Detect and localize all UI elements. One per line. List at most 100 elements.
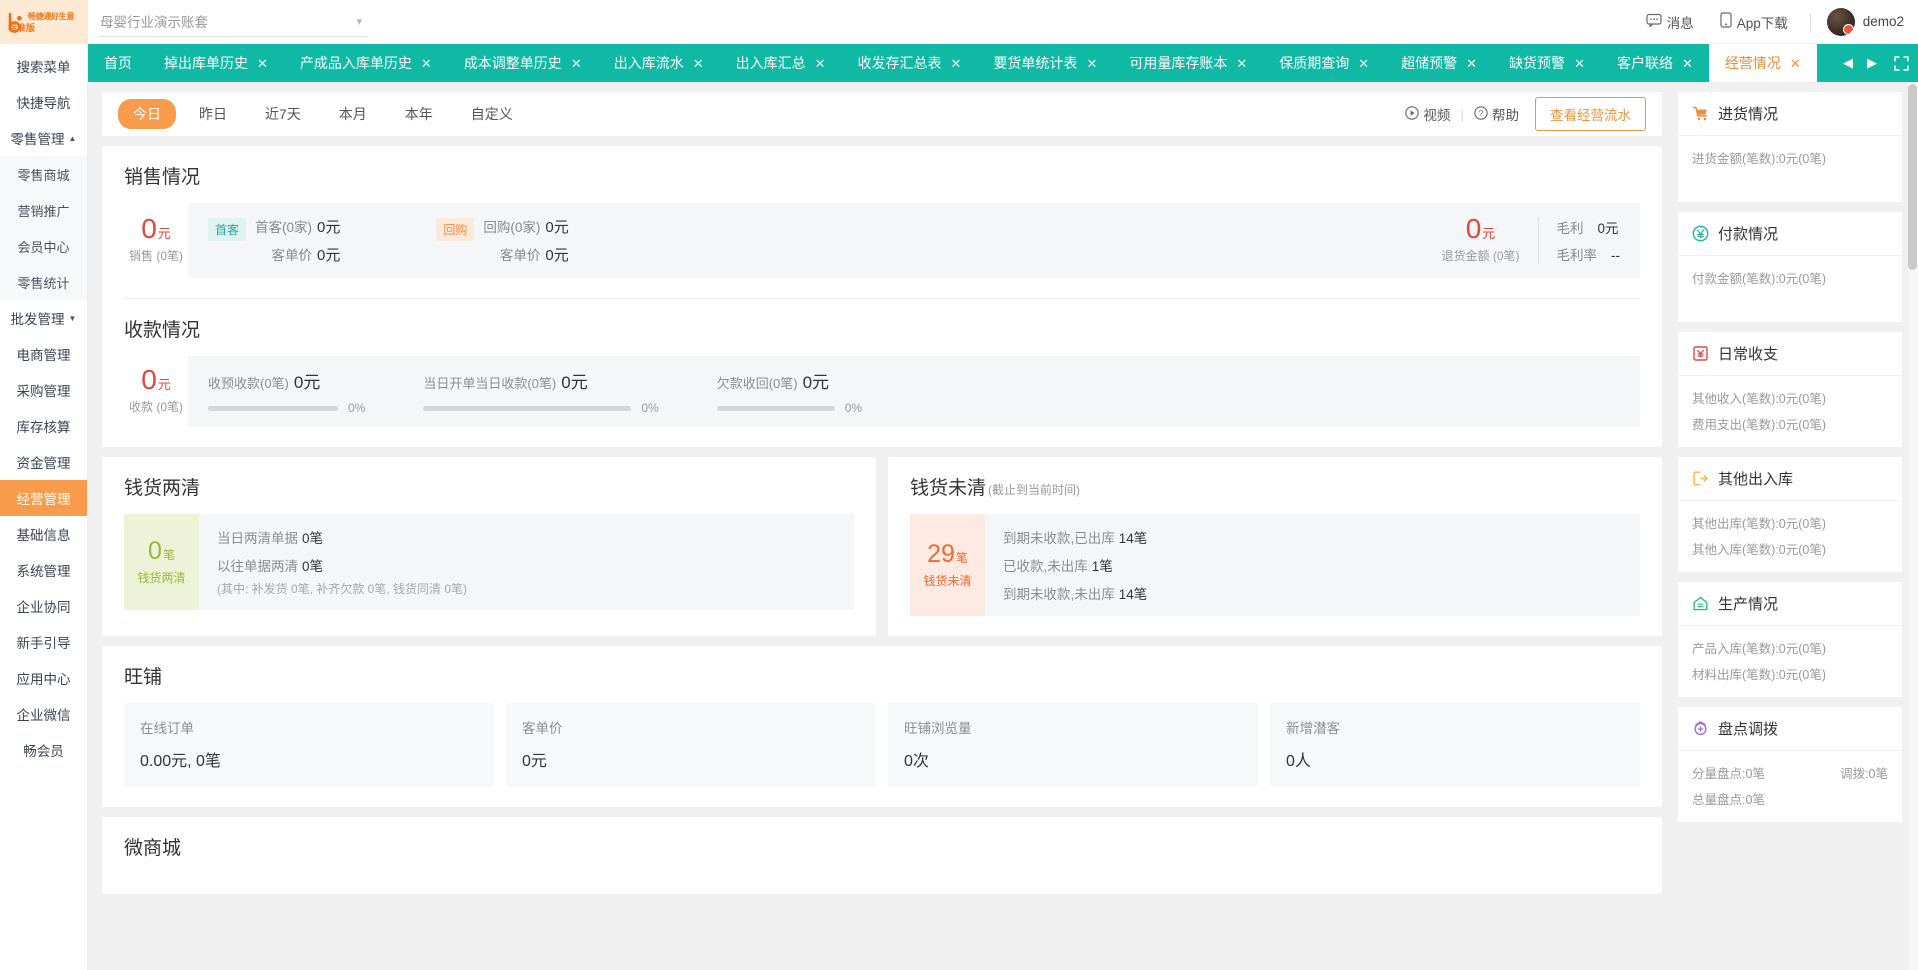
refund-label: 退货金额 (0笔): [1441, 249, 1520, 263]
filter-chip-this-year[interactable]: 本年: [404, 106, 433, 122]
close-icon[interactable]: ✕: [1236, 55, 1248, 71]
sidebar-item-marketing[interactable]: 营销推广: [0, 192, 87, 228]
tab-order-statistics[interactable]: 要货单统计表 ✕: [977, 44, 1113, 82]
settled-title: 钱货两清: [124, 478, 201, 499]
collection-total-value: 0元: [141, 364, 171, 395]
close-icon[interactable]: ✕: [1086, 55, 1098, 71]
user-menu[interactable]: demo2: [1826, 7, 1904, 36]
page-scrollbar-track[interactable]: [1907, 82, 1918, 970]
unsettled-title: 钱货未清 (截止到当前时间): [910, 478, 1081, 499]
payment-amount-line: 付款金额(笔数):0元(0笔): [1692, 272, 1827, 286]
app-download-label: App下载: [1736, 15, 1788, 31]
page-scrollbar-thumb[interactable]: [1908, 84, 1917, 270]
tab-label: 要货单统计表: [993, 55, 1078, 71]
tab-label: 经营情况: [1724, 55, 1781, 71]
sidebar-item-purchase[interactable]: 采购管理: [0, 372, 87, 408]
app-download-button[interactable]: App下载: [1720, 12, 1788, 32]
close-icon[interactable]: ✕: [1466, 55, 1478, 71]
sidebar-item-ecommerce[interactable]: 电商管理: [0, 336, 87, 372]
unsettled-count: 29笔 钱货未清: [910, 514, 985, 616]
sidebar-item-system-management[interactable]: 系统管理: [0, 552, 87, 588]
material-outbound-line: 材料出库(笔数):0元(0笔): [1692, 668, 1827, 682]
sidebar-item-label: 基础信息: [16, 528, 71, 543]
content-area: 今日 昨日 近7天 本月 本年 自定义 视频 |: [88, 82, 1918, 970]
video-link[interactable]: 视频: [1405, 104, 1450, 124]
close-icon[interactable]: ✕: [1789, 55, 1801, 71]
sidebar-item-member-center[interactable]: 会员中心: [0, 228, 87, 264]
close-icon[interactable]: ✕: [950, 55, 962, 71]
tab-business-situation[interactable]: 经营情况 ✕: [1708, 44, 1817, 82]
tab-customer-contact[interactable]: 客户联络 ✕: [1601, 44, 1709, 82]
tab-overstock-alert[interactable]: 超储预警 ✕: [1385, 44, 1493, 82]
close-icon[interactable]: ✕: [1574, 55, 1585, 71]
filter-chip-last7days[interactable]: 近7天: [265, 106, 301, 122]
sidebar-item-retail-mall[interactable]: 零售商城: [0, 156, 87, 192]
sidebar-item-beginner-guide[interactable]: 新手引导: [0, 624, 87, 660]
sidebar-item-fund-management[interactable]: 资金管理: [0, 444, 87, 480]
progress-bar: [423, 405, 632, 411]
messages-button[interactable]: 消息: [1646, 12, 1694, 32]
tab-outbound-history[interactable]: 掉出库单历史 ✕: [148, 44, 284, 82]
partial-count-row: 分量盘点:0笔 调拨:0笔: [1692, 763, 1888, 782]
sidebar-item-quick-nav[interactable]: 快捷导航: [0, 84, 87, 120]
sidebar-item-app-center[interactable]: 应用中心: [0, 660, 87, 696]
tab-available-inventory-ledger[interactable]: 可用量库存账本 ✕: [1113, 44, 1263, 82]
sales-total-value: 0元: [141, 213, 171, 244]
close-icon[interactable]: ✕: [257, 55, 268, 71]
tab-scroll-right-button[interactable]: ▶: [1860, 44, 1884, 82]
close-icon[interactable]: ✕: [692, 55, 704, 71]
sidebar-item-chang-member[interactable]: 畅会员: [0, 732, 87, 768]
progress-bar: [208, 405, 338, 411]
filter-chip-yesterday[interactable]: 昨日: [199, 106, 227, 122]
svg-text:?: ?: [1479, 108, 1484, 118]
sidebar-item-label: 企业协同: [16, 600, 71, 615]
sidebar-item-label: 库存核算: [16, 420, 71, 435]
help-label: 帮助: [1492, 108, 1519, 123]
help-link[interactable]: ? 帮助: [1474, 104, 1519, 124]
sales-collection-card: 销售情况 0元 销售 (0笔) 首客 首客(0家) 0元: [102, 146, 1662, 447]
first-customer-tag: 首客: [208, 218, 247, 241]
tab-receipt-dispatch-summary[interactable]: 收发存汇总表 ✕: [842, 44, 978, 82]
sidebar-item-label: 企业微信: [16, 708, 71, 723]
collection-item-arrears: 欠款收回(0笔) 0元 0%: [716, 373, 863, 415]
sidebar-item-search-menu[interactable]: 搜索菜单: [0, 48, 87, 84]
factory-icon: [1692, 595, 1709, 612]
close-icon[interactable]: ✕: [814, 55, 826, 71]
filter-chip-custom[interactable]: 自定义: [470, 106, 513, 122]
tab-shelf-life-query[interactable]: 保质期查询 ✕: [1263, 44, 1385, 82]
tab-shortage-alert[interactable]: 缺货预警 ✕: [1493, 44, 1601, 82]
close-icon[interactable]: ✕: [1358, 55, 1370, 71]
yuan-circle-icon: [1692, 225, 1709, 242]
settled-past: 以往单据两清 0笔: [217, 559, 324, 574]
fullscreen-button[interactable]: [1884, 44, 1918, 82]
sidebar-item-label: 电商管理: [16, 348, 71, 363]
tab-home[interactable]: 首页: [88, 44, 148, 82]
sidebar-item-enterprise-wechat[interactable]: 企业微信: [0, 696, 87, 732]
wangpu-card: 旺铺 在线订单 0.00元, 0笔 客单价 0元 旺铺浏览量 0次: [102, 646, 1662, 807]
sidebar-item-basic-info[interactable]: 基础信息: [0, 516, 87, 552]
close-icon[interactable]: ✕: [420, 55, 432, 71]
close-icon[interactable]: ✕: [570, 55, 582, 71]
account-set-select[interactable]: 母婴行业演示账套 ▾: [98, 7, 368, 37]
purchase-card-title: 进货情况: [1718, 106, 1779, 123]
tab-cost-adjustment-history[interactable]: 成本调整单历史 ✕: [448, 44, 598, 82]
sidebar-item-inventory-accounting[interactable]: 库存核算: [0, 408, 87, 444]
sidebar-item-retail-stats[interactable]: 零售统计: [0, 264, 87, 300]
sidebar-item-enterprise-collab[interactable]: 企业协同: [0, 588, 87, 624]
filter-bar: 今日 昨日 近7天 本月 本年 自定义 视频 |: [102, 92, 1662, 136]
view-business-flow-button[interactable]: 查看经营流水: [1535, 97, 1646, 131]
sidebar-item-retail-management[interactable]: 零售管理 ▲: [0, 120, 87, 156]
production-card-body: 产品入库(笔数):0元(0笔) 材料出库(笔数):0元(0笔): [1678, 626, 1902, 697]
sidebar-item-wholesale-management[interactable]: 批发管理 ▼: [0, 300, 87, 336]
sidebar-item-business-management[interactable]: 经营管理: [0, 480, 87, 516]
filter-chip-today[interactable]: 今日: [118, 99, 176, 129]
messages-label: 消息: [1666, 15, 1694, 31]
tab-scroll-left-button[interactable]: ◀: [1836, 44, 1860, 82]
repeat-customer-avg: 客单价 0元: [499, 247, 569, 264]
tab-inout-flow[interactable]: 出入库流水 ✕: [598, 44, 720, 82]
close-icon[interactable]: ✕: [1681, 55, 1693, 71]
filter-chip-this-month[interactable]: 本月: [338, 106, 367, 122]
first-customer-segment: 首客 首客(0家) 0元 客单价 0元: [208, 216, 340, 265]
tab-finished-goods-inbound-history[interactable]: 产成品入库单历史 ✕: [284, 44, 448, 82]
tab-inout-summary[interactable]: 出入库汇总 ✕: [720, 44, 842, 82]
